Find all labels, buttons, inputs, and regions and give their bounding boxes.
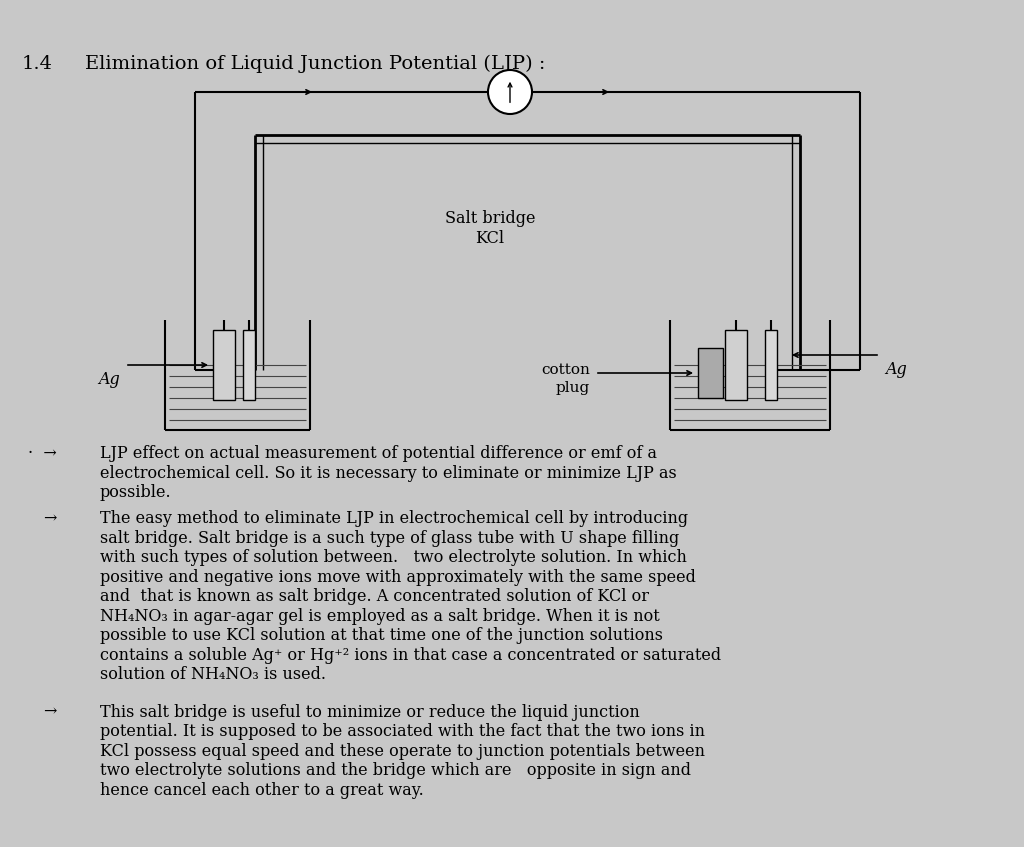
Text: hence cancel each other to a great way.: hence cancel each other to a great way. [100, 782, 424, 799]
Text: plug: plug [556, 381, 590, 395]
Text: ·  →: · → [28, 445, 56, 462]
Text: salt bridge. Salt bridge is a such type of glass tube with U shape filling: salt bridge. Salt bridge is a such type … [100, 529, 679, 546]
Text: and  that is known as salt bridge. A concentrated solution of KCl or: and that is known as salt bridge. A conc… [100, 588, 649, 605]
Text: Ag: Ag [885, 361, 906, 378]
Bar [213, 330, 234, 400]
Text: contains a soluble Ag⁺ or Hg⁺² ions in that case a concentrated or saturated: contains a soluble Ag⁺ or Hg⁺² ions in t… [100, 646, 721, 663]
Text: two electrolyte solutions and the bridge which are   opposite in sign and: two electrolyte solutions and the bridge… [100, 762, 691, 779]
Text: KCl: KCl [475, 230, 505, 247]
Text: possible to use KCl solution at that time one of the junction solutions: possible to use KCl solution at that tim… [100, 627, 663, 644]
Text: This salt bridge is useful to minimize or reduce the liquid junction: This salt bridge is useful to minimize o… [100, 704, 640, 721]
Text: solution of NH₄NO₃ is used.: solution of NH₄NO₃ is used. [100, 666, 326, 683]
Text: Ag: Ag [98, 371, 120, 388]
Bar [725, 330, 746, 400]
Text: LJP effect on actual measurement of potential difference or emf of a
electrochem: LJP effect on actual measurement of pote… [100, 445, 677, 501]
Text: cotton: cotton [541, 363, 590, 377]
Text: Salt bridge: Salt bridge [444, 210, 536, 227]
Text: Elimination of Liquid Junction Potential (LJP) :: Elimination of Liquid Junction Potential… [85, 55, 546, 73]
Text: NH₄NO₃ in agar-agar gel is employed as a salt bridge. When it is not: NH₄NO₃ in agar-agar gel is employed as a… [100, 607, 659, 624]
Bar [765, 330, 777, 400]
Text: →: → [43, 704, 56, 721]
Circle shape [488, 70, 532, 114]
Bar [698, 348, 723, 398]
Text: positive and negative ions move with approximately with the same speed: positive and negative ions move with app… [100, 568, 696, 585]
Text: →: → [43, 510, 56, 527]
Text: potential. It is supposed to be associated with the fact that the two ions in: potential. It is supposed to be associat… [100, 723, 705, 740]
Text: with such types of solution between.   two electrolyte solution. In which: with such types of solution between. two… [100, 549, 687, 566]
Text: The easy method to eliminate LJP in electrochemical cell by introducing: The easy method to eliminate LJP in elec… [100, 510, 688, 527]
Text: 1.4: 1.4 [22, 55, 53, 73]
Text: KCl possess equal speed and these operate to junction potentials between: KCl possess equal speed and these operat… [100, 743, 705, 760]
Bar [243, 330, 255, 400]
